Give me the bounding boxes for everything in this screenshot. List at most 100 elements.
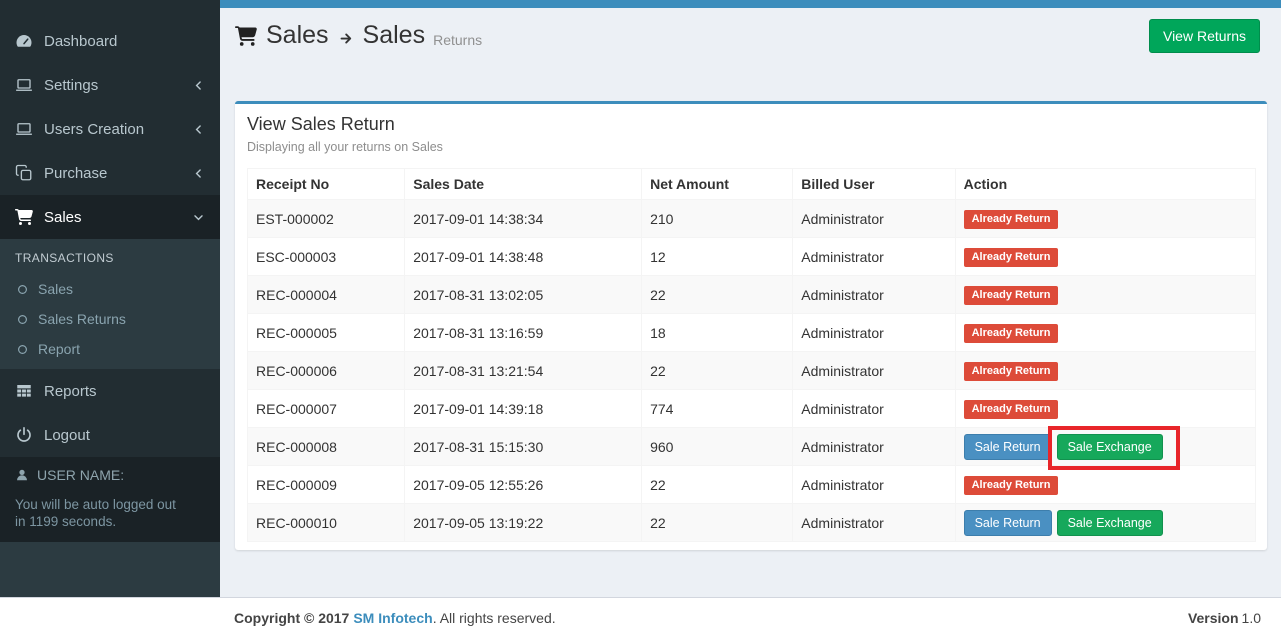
view-returns-button[interactable]: View Returns xyxy=(1148,19,1260,53)
copyright-prefix: Copyright © 2017 xyxy=(234,610,350,626)
table-row: REC-000007 2017-09-01 14:39:18 774 Administ… xyxy=(246,389,1257,428)
sidebar-item-reports[interactable]: Reports xyxy=(0,369,220,413)
highlighted-action: Sale Exchange xyxy=(1047,425,1180,470)
sales-return-panel: View Sales Return Displaying all your re… xyxy=(235,101,1267,550)
billed-user-cell: Administrator xyxy=(792,389,956,428)
sales-date-cell: 2017-09-05 12:55:26 xyxy=(404,465,643,504)
action-cell: Sale Return Sale Exchange xyxy=(954,425,1257,470)
page-title: Sales Sales Returns xyxy=(235,21,1266,50)
sale-exchange-button[interactable]: Sale Exchange xyxy=(1056,509,1163,536)
net-amount-cell: 22 xyxy=(641,275,794,314)
copyright-suffix: . All rights reserved. xyxy=(432,610,556,626)
action-cell: Already Return xyxy=(954,199,1257,238)
receipt-no-cell: REC-000008 xyxy=(246,427,406,466)
page-title-primary: Sales xyxy=(266,21,329,49)
net-amount-cell: 22 xyxy=(641,465,794,504)
receipt-no-cell: REC-000004 xyxy=(246,275,406,314)
sidebar-item-label: Users Creation xyxy=(44,120,145,138)
table-row: REC-000004 2017-08-31 13:02:05 22 Administr… xyxy=(246,275,1257,314)
action-cell: Already Return xyxy=(954,351,1257,390)
version-value: 1.0 xyxy=(1241,610,1261,626)
laptop-icon xyxy=(15,76,33,94)
sidebar-item-dashboard[interactable]: Dashboard xyxy=(0,19,220,63)
sidebar-item-label: Sales xyxy=(44,208,82,226)
sales-date-cell: 2017-09-01 14:38:48 xyxy=(404,237,643,276)
sidebar-item-users-creation[interactable]: Users Creation xyxy=(0,107,220,151)
billed-user-cell: Administrator xyxy=(792,199,956,238)
panel-subtitle: Displaying all your returns on Sales xyxy=(247,140,443,154)
column-header-net-amount: Net Amount xyxy=(641,168,794,200)
already-return-badge: Already Return xyxy=(963,399,1059,419)
sidebar-item-label: Dashboard xyxy=(44,32,118,50)
sales-returns-table: Receipt No Sales Date Net Amount Billed Use… xyxy=(246,168,1257,542)
sidebar-filler xyxy=(0,542,220,597)
action-cell: Already Return xyxy=(954,237,1257,276)
already-return-badge: Already Return xyxy=(963,323,1059,343)
submenu-item-sales[interactable]: Sales xyxy=(0,274,220,304)
sidebar-item-label: Logout xyxy=(44,426,90,444)
column-header-receipt-no: Receipt No xyxy=(246,168,406,200)
net-amount-cell: 774 xyxy=(641,389,794,428)
column-header-sales-date: Sales Date xyxy=(404,168,643,200)
footer: Copyright © 2017 SM Infotech. All rights … xyxy=(0,597,1281,639)
sidebar-item-label: Purchase xyxy=(44,164,108,182)
power-icon xyxy=(15,426,33,444)
sidebar-item-logout[interactable]: Logout xyxy=(0,413,220,457)
sale-return-button[interactable]: Sale Return xyxy=(963,433,1052,460)
sidebar-item-settings[interactable]: Settings xyxy=(0,63,220,107)
receipt-no-cell: REC-000007 xyxy=(246,389,406,428)
sales-date-cell: 2017-08-31 13:16:59 xyxy=(404,313,643,352)
sidebar: Dashboard Settings Users Creation Purchase S… xyxy=(0,0,220,597)
sale-return-button[interactable]: Sale Return xyxy=(963,509,1052,536)
sidebar-item-sales[interactable]: Sales xyxy=(0,195,220,239)
circle-icon xyxy=(17,284,28,295)
billed-user-cell: Administrator xyxy=(792,427,956,466)
submenu-item-label: Sales Returns xyxy=(38,311,126,327)
net-amount-cell: 22 xyxy=(641,503,794,542)
table-row: REC-000010 2017-09-05 13:19:22 22 Administr… xyxy=(246,503,1257,542)
net-amount-cell: 22 xyxy=(641,351,794,390)
main-content: Sales Sales Returns View Returns View Sa… xyxy=(220,8,1281,597)
chevron-down-icon xyxy=(192,211,205,224)
table-header-row: Receipt No Sales Date Net Amount Billed Use… xyxy=(246,168,1257,200)
receipt-no-cell: EST-000002 xyxy=(246,199,406,238)
copy-icon xyxy=(15,164,33,182)
version-label: Version xyxy=(1187,610,1239,626)
already-return-badge: Already Return xyxy=(963,247,1059,267)
dashboard-icon xyxy=(15,32,33,50)
version-text: Version 1.0 xyxy=(1188,610,1261,626)
chevron-left-icon xyxy=(192,79,205,92)
circle-icon xyxy=(17,344,28,355)
sales-date-cell: 2017-08-31 15:15:30 xyxy=(404,427,643,466)
net-amount-cell: 210 xyxy=(641,199,794,238)
column-header-action: Action xyxy=(954,168,1257,200)
sales-date-cell: 2017-08-31 13:21:54 xyxy=(404,351,643,390)
sales-date-cell: 2017-09-01 14:38:34 xyxy=(404,199,643,238)
table-row: ESC-000003 2017-09-01 14:38:48 12 Administr… xyxy=(246,237,1257,276)
table-row: REC-000008 2017-08-31 15:15:30 960 Administ… xyxy=(246,425,1257,470)
action-cell: Already Return xyxy=(954,313,1257,352)
table-row: REC-000009 2017-09-05 12:55:26 22 Administr… xyxy=(246,465,1257,504)
already-return-badge: Already Return xyxy=(963,361,1059,381)
company-link[interactable]: SM Infotech xyxy=(353,610,433,626)
page-title-secondary: Sales xyxy=(362,21,426,49)
submenu-item-label: Sales xyxy=(38,281,74,297)
billed-user-cell: Administrator xyxy=(792,313,956,352)
already-return-badge: Already Return xyxy=(963,475,1059,495)
panel-title: View Sales Return xyxy=(247,114,395,134)
auto-logout-message: You will be auto logged out in 1199 seco… xyxy=(15,497,176,529)
receipt-no-cell: ESC-000003 xyxy=(246,237,406,276)
net-amount-cell: 12 xyxy=(641,237,794,276)
chevron-left-icon xyxy=(192,123,205,136)
action-cell: Already Return xyxy=(954,465,1257,504)
sale-exchange-button[interactable]: Sale Exchange xyxy=(1056,433,1163,460)
submenu-item-report[interactable]: Report xyxy=(0,334,220,364)
already-return-badge: Already Return xyxy=(963,209,1059,229)
content-header: Sales Sales Returns View Returns xyxy=(220,8,1281,88)
submenu-item-label: Report xyxy=(38,341,81,357)
laptop-icon xyxy=(15,120,33,138)
submenu-item-sales-returns[interactable]: Sales Returns xyxy=(0,304,220,334)
sidebar-item-purchase[interactable]: Purchase xyxy=(0,151,220,195)
circle-icon xyxy=(17,314,28,325)
